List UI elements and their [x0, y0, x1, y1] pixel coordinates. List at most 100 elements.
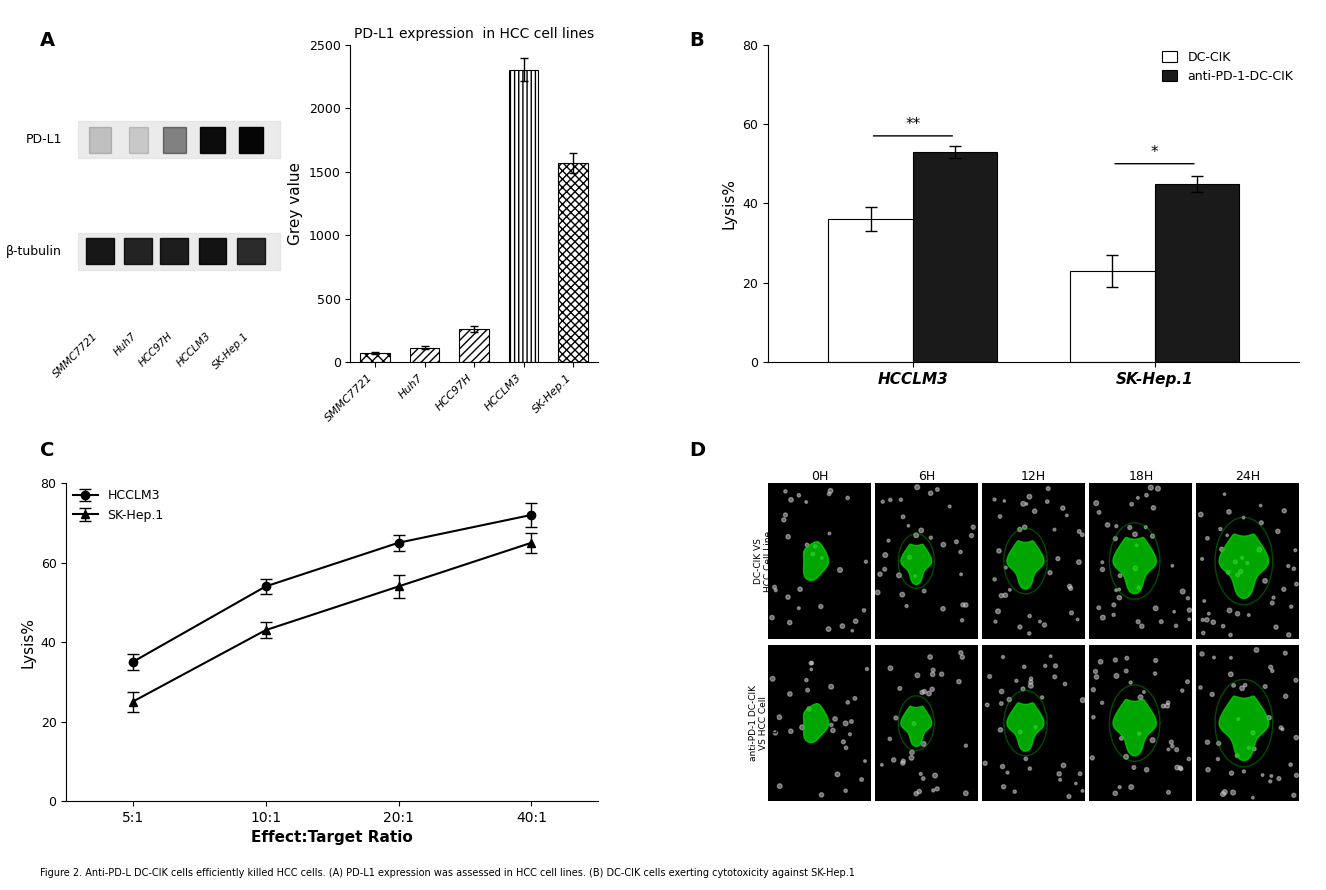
Y-axis label: Grey value: Grey value: [288, 162, 304, 245]
Y-axis label: Lysis%: Lysis%: [721, 178, 737, 229]
Polygon shape: [900, 707, 932, 747]
Point: [1050, 151, 1071, 166]
Text: A: A: [40, 31, 54, 50]
Point: [1163, 151, 1184, 166]
Point: [939, 131, 960, 145]
Point: [1253, 457, 1274, 472]
Bar: [558, 163, 587, 362]
Text: **: **: [906, 117, 920, 132]
Y-axis label: Lysis%: Lysis%: [20, 617, 34, 668]
Polygon shape: [1219, 534, 1269, 598]
Point: [1235, 157, 1256, 171]
Polygon shape: [804, 704, 829, 742]
Point: [1119, 46, 1140, 61]
Point: [1318, 629, 1326, 643]
Title: 6H: 6H: [918, 470, 935, 483]
Point: [1248, 324, 1269, 338]
Bar: [89, 126, 111, 153]
Legend: HCCLM3, SK-Hep.1: HCCLM3, SK-Hep.1: [73, 490, 164, 522]
Y-axis label: anti-PD-1 DC-CIK
VS HCC Cell
Line: anti-PD-1 DC-CIK VS HCC Cell Line: [749, 685, 778, 761]
Title: 0H: 0H: [810, 470, 829, 483]
Bar: [125, 238, 152, 264]
Point: [1017, 82, 1038, 96]
Text: Figure 2. Anti-PD-L DC-CIK cells efficiently killed HCC cells. (A) PD-L1 express: Figure 2. Anti-PD-L DC-CIK cells efficie…: [40, 868, 855, 878]
Text: PD-L1: PD-L1: [25, 134, 62, 146]
Polygon shape: [1113, 538, 1156, 594]
Bar: [1155, 183, 1238, 362]
Bar: [829, 219, 912, 362]
Bar: [199, 238, 227, 264]
Title: PD-L1 expression  in HCC cell lines: PD-L1 expression in HCC cell lines: [354, 27, 594, 41]
Point: [1299, 500, 1321, 514]
Point: [1085, 343, 1106, 357]
Point: [1318, 631, 1326, 645]
Point: [1136, 12, 1158, 27]
Text: HCC97H: HCC97H: [137, 330, 174, 368]
Bar: [77, 121, 280, 158]
Point: [1269, 13, 1290, 28]
Point: [1168, 371, 1189, 385]
Point: [846, 360, 867, 374]
Point: [1309, 209, 1326, 223]
Point: [1189, 69, 1211, 84]
Point: [1252, 274, 1273, 288]
Point: [1158, 324, 1179, 338]
Polygon shape: [1219, 696, 1269, 760]
Bar: [77, 232, 280, 270]
Bar: [1070, 271, 1155, 362]
Text: *: *: [1151, 145, 1159, 159]
Text: β-tubulin: β-tubulin: [5, 245, 62, 257]
Bar: [239, 126, 263, 153]
Point: [870, 83, 891, 97]
Polygon shape: [1113, 700, 1156, 756]
Text: SMMC7721: SMMC7721: [52, 330, 99, 379]
Text: B: B: [690, 31, 704, 50]
Title: 24H: 24H: [1236, 470, 1261, 483]
Point: [991, 174, 1012, 188]
Point: [879, 111, 900, 125]
Bar: [163, 126, 186, 153]
Point: [977, 387, 998, 401]
Bar: [200, 126, 225, 153]
Bar: [459, 329, 489, 362]
Legend: DC-CIK, anti-PD-1-DC-CIK: DC-CIK, anti-PD-1-DC-CIK: [1163, 51, 1293, 83]
Y-axis label: DC-CIK VS
HCC Cell Line: DC-CIK VS HCC Cell Line: [754, 530, 773, 592]
Point: [1289, 649, 1310, 663]
Text: C: C: [40, 441, 54, 459]
Point: [1216, 271, 1237, 285]
X-axis label: Effect:Target Ratio: Effect:Target Ratio: [251, 830, 412, 845]
Point: [1172, 353, 1193, 368]
Bar: [361, 352, 390, 362]
Point: [1203, 255, 1224, 269]
Point: [1144, 396, 1166, 410]
Bar: [912, 152, 997, 362]
Point: [1050, 373, 1071, 387]
Point: [1290, 259, 1311, 273]
Bar: [509, 70, 538, 362]
Point: [1274, 108, 1296, 122]
Text: SK-Hep.1: SK-Hep.1: [211, 330, 251, 371]
Polygon shape: [804, 542, 829, 580]
Point: [1006, 405, 1028, 419]
Point: [1253, 360, 1274, 374]
Point: [1197, 160, 1219, 174]
Polygon shape: [900, 544, 932, 585]
Polygon shape: [1006, 541, 1044, 589]
Bar: [410, 348, 439, 362]
Point: [1101, 101, 1122, 116]
Point: [1217, 587, 1238, 601]
Point: [1294, 381, 1315, 395]
Point: [876, 97, 898, 111]
Point: [1090, 274, 1111, 288]
Point: [916, 580, 937, 595]
Bar: [160, 238, 188, 264]
Polygon shape: [1006, 703, 1044, 751]
Bar: [129, 126, 149, 153]
Bar: [237, 238, 265, 264]
Text: HCCLM3: HCCLM3: [175, 330, 212, 368]
Point: [1167, 303, 1188, 317]
Title: 18H: 18H: [1128, 470, 1154, 483]
Text: Huh7: Huh7: [111, 330, 138, 357]
Text: D: D: [690, 441, 705, 459]
Title: 12H: 12H: [1021, 470, 1046, 483]
